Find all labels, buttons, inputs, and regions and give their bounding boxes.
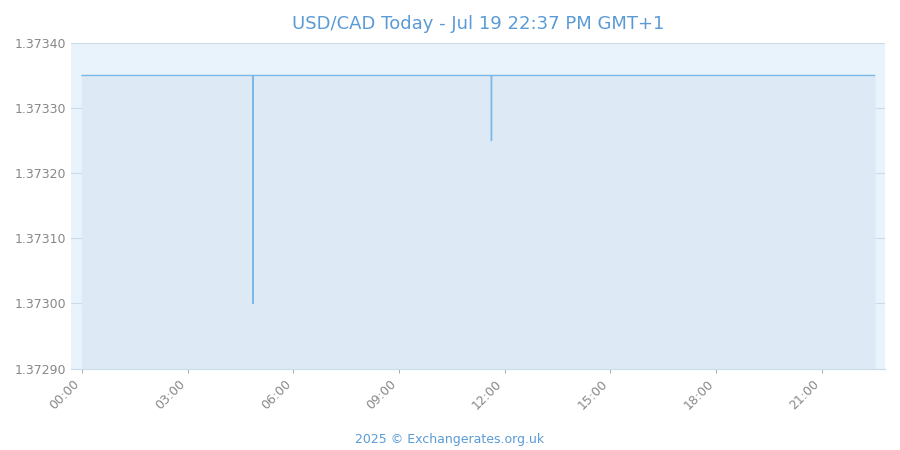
- Text: 2025 © Exchangerates.org.uk: 2025 © Exchangerates.org.uk: [356, 432, 544, 446]
- Title: USD/CAD Today - Jul 19 22:37 PM GMT+1: USD/CAD Today - Jul 19 22:37 PM GMT+1: [292, 15, 664, 33]
